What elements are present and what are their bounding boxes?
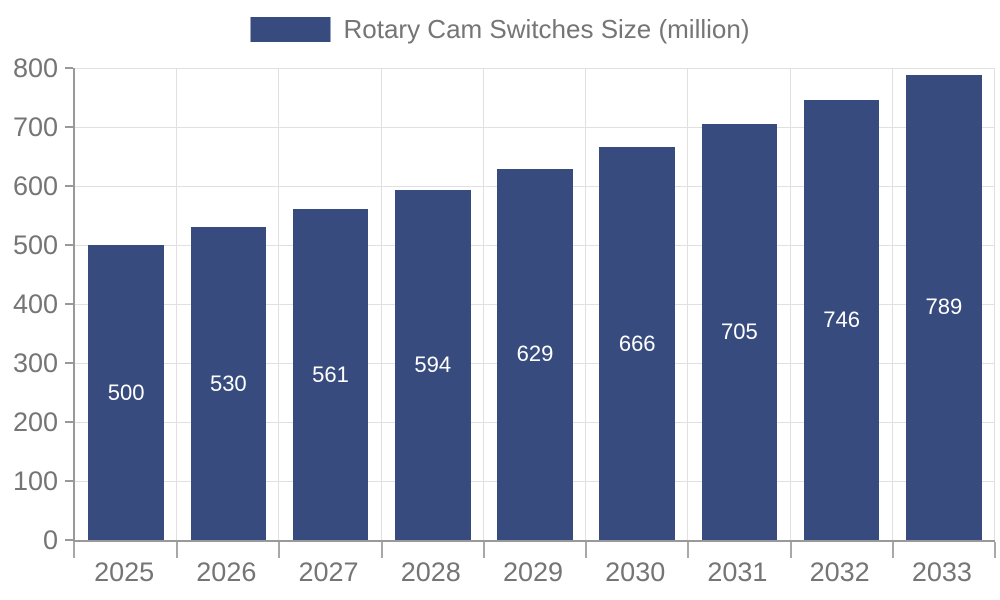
x-gridline [380, 68, 382, 540]
y-axis-tick-label: 100 [12, 466, 58, 496]
bar-value-label: 789 [925, 294, 963, 320]
x-axis-tick-label: 2026 [196, 557, 257, 587]
x-axis-tick [73, 542, 75, 558]
x-gridline [891, 68, 893, 540]
bar-cell: 789 [893, 68, 995, 540]
y-axis-tick [65, 480, 73, 482]
y-axis-tick [65, 362, 73, 364]
x-gridline [482, 68, 484, 540]
x-gridline [585, 68, 587, 540]
y-axis-tick-label: 600 [12, 171, 58, 201]
bar-cell: 746 [791, 68, 893, 540]
plot-area: 500 530 561 594 629 666 705 746 789 [65, 67, 996, 558]
bar-value-label: 500 [107, 379, 145, 405]
x-gridline [994, 68, 995, 540]
bar-2031: 705 [701, 124, 778, 540]
y-axis-tick [65, 244, 73, 246]
x-axis-tick [585, 542, 588, 558]
bar-value-label: 594 [414, 351, 452, 377]
bar-2026: 530 [190, 227, 267, 540]
bar-value-label: 705 [721, 319, 758, 345]
bar-cell: 705 [688, 68, 790, 540]
x-axis-tick-label: 2032 [809, 557, 870, 587]
bars-container: 500 530 561 594 629 666 705 746 789 [75, 68, 995, 540]
y-axis-tick [65, 185, 73, 187]
x-axis-tick-label: 2031 [707, 557, 768, 587]
y-axis-tick-label: 500 [12, 230, 58, 260]
x-axis-tick [789, 542, 792, 558]
legend-item[interactable]: Rotary Cam Switches Size (million) [250, 14, 750, 44]
x-axis-tick-label: 2028 [400, 557, 461, 587]
bar-2033: 789 [906, 74, 982, 540]
x-axis-tick [278, 542, 281, 558]
legend-label: Rotary Cam Switches Size (million) [343, 14, 750, 44]
bar-2030: 666 [599, 147, 676, 540]
x-axis-tick-label: 2025 [94, 557, 155, 587]
y-axis-tick-label: 700 [12, 112, 58, 142]
bar-value-label: 629 [516, 341, 554, 367]
y-gridline [75, 127, 995, 128]
x-gridline [278, 68, 280, 540]
y-axis-tick [65, 421, 73, 423]
x-gridline [789, 68, 791, 540]
bar-cell: 500 [75, 68, 177, 540]
bar-value-label: 746 [823, 306, 860, 332]
bar-2025: 500 [88, 245, 164, 540]
x-gridline [176, 68, 178, 540]
y-axis-tick-label: 0 [42, 525, 58, 555]
x-axis-labels: 2025 2026 2027 2028 2029 2030 2031 2032 2033 [73, 556, 993, 588]
x-axis-tick [687, 542, 690, 558]
y-axis-tick-label: 800 [12, 53, 58, 83]
y-axis-tick-label: 400 [12, 289, 58, 319]
x-axis-tick [994, 542, 996, 558]
bar-value-label: 530 [209, 370, 247, 396]
y-axis-labels: 0 100 200 300 400 500 600 700 800 [0, 53, 58, 555]
x-axis-tick-label: 2033 [911, 557, 972, 587]
bar-cell: 561 [279, 68, 381, 540]
bar-value-label: 561 [312, 361, 349, 387]
x-axis-tick [380, 542, 383, 558]
bar-cell: 594 [382, 68, 484, 540]
y-axis-tick-label: 200 [12, 407, 58, 437]
bar-value-label: 666 [618, 330, 656, 356]
x-axis-tick-label: 2030 [605, 557, 666, 587]
bar-cell: 530 [177, 68, 279, 540]
bar-2032: 746 [803, 99, 880, 540]
x-axis-tick [891, 542, 894, 558]
bar-2027: 561 [292, 209, 369, 540]
y-gridline [75, 68, 995, 69]
x-axis-tick [482, 542, 485, 558]
y-axis-tick [65, 303, 73, 305]
bar-cell: 629 [484, 68, 586, 540]
x-axis-tick [176, 542, 179, 558]
y-axis-tick [65, 67, 73, 69]
bar-cell: 666 [586, 68, 688, 540]
legend-swatch-icon [250, 16, 331, 42]
bar-2028: 594 [394, 189, 471, 540]
y-axis-tick [65, 126, 73, 128]
bar-2029: 629 [497, 168, 573, 540]
y-axis-tick [65, 539, 73, 541]
x-gridline [687, 68, 689, 540]
x-axis-tick-label: 2027 [298, 557, 359, 587]
y-axis-tick-label: 300 [12, 348, 58, 378]
x-axis-tick-label: 2029 [502, 557, 564, 587]
